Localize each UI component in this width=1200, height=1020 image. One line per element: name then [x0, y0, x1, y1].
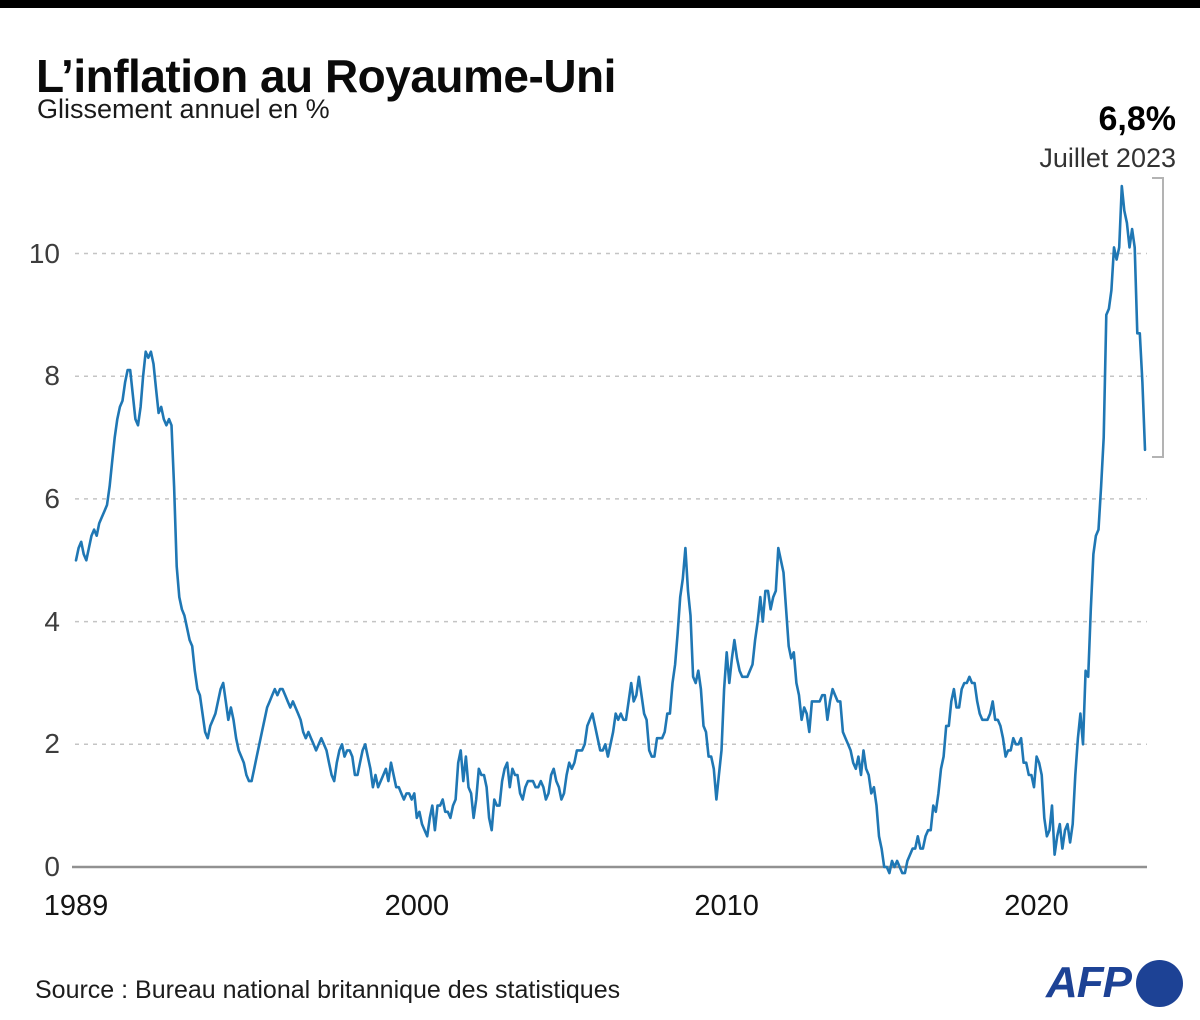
source-text: Source : Bureau national britannique des…	[35, 976, 621, 1004]
inflation-series-line	[74, 184, 1147, 875]
afp-logo-circle	[1136, 959, 1183, 1007]
y-tick-2: 2	[44, 728, 60, 760]
y-tick-6: 6	[44, 482, 60, 514]
y-tick-0: 0	[44, 851, 60, 882]
latest-value-annotation: 6,8% Juillet 2023	[1039, 100, 1176, 174]
afp-logo: AFP	[1046, 958, 1183, 1008]
x-tick-2000: 2000	[384, 890, 450, 922]
y-tick-8: 8	[44, 360, 60, 392]
annotation-bracket	[1152, 177, 1164, 458]
y-tick-10: 10	[28, 237, 60, 269]
page-title: L’inflation au Royaume-Uni	[36, 49, 616, 102]
x-tick-1989: 1989	[43, 890, 109, 922]
top-bar	[0, 0, 1200, 8]
afp-logo-text: AFP	[1046, 958, 1132, 1007]
y-tick-4: 4	[44, 605, 60, 637]
x-tick-2010: 2010	[694, 890, 759, 922]
latest-value-label: 6,8%	[1098, 100, 1177, 138]
chart-subtitle: Glissement annuel en %	[37, 94, 330, 124]
latest-date-label: Juillet 2023	[1039, 143, 1176, 173]
x-tick-2020: 2020	[1004, 890, 1069, 922]
